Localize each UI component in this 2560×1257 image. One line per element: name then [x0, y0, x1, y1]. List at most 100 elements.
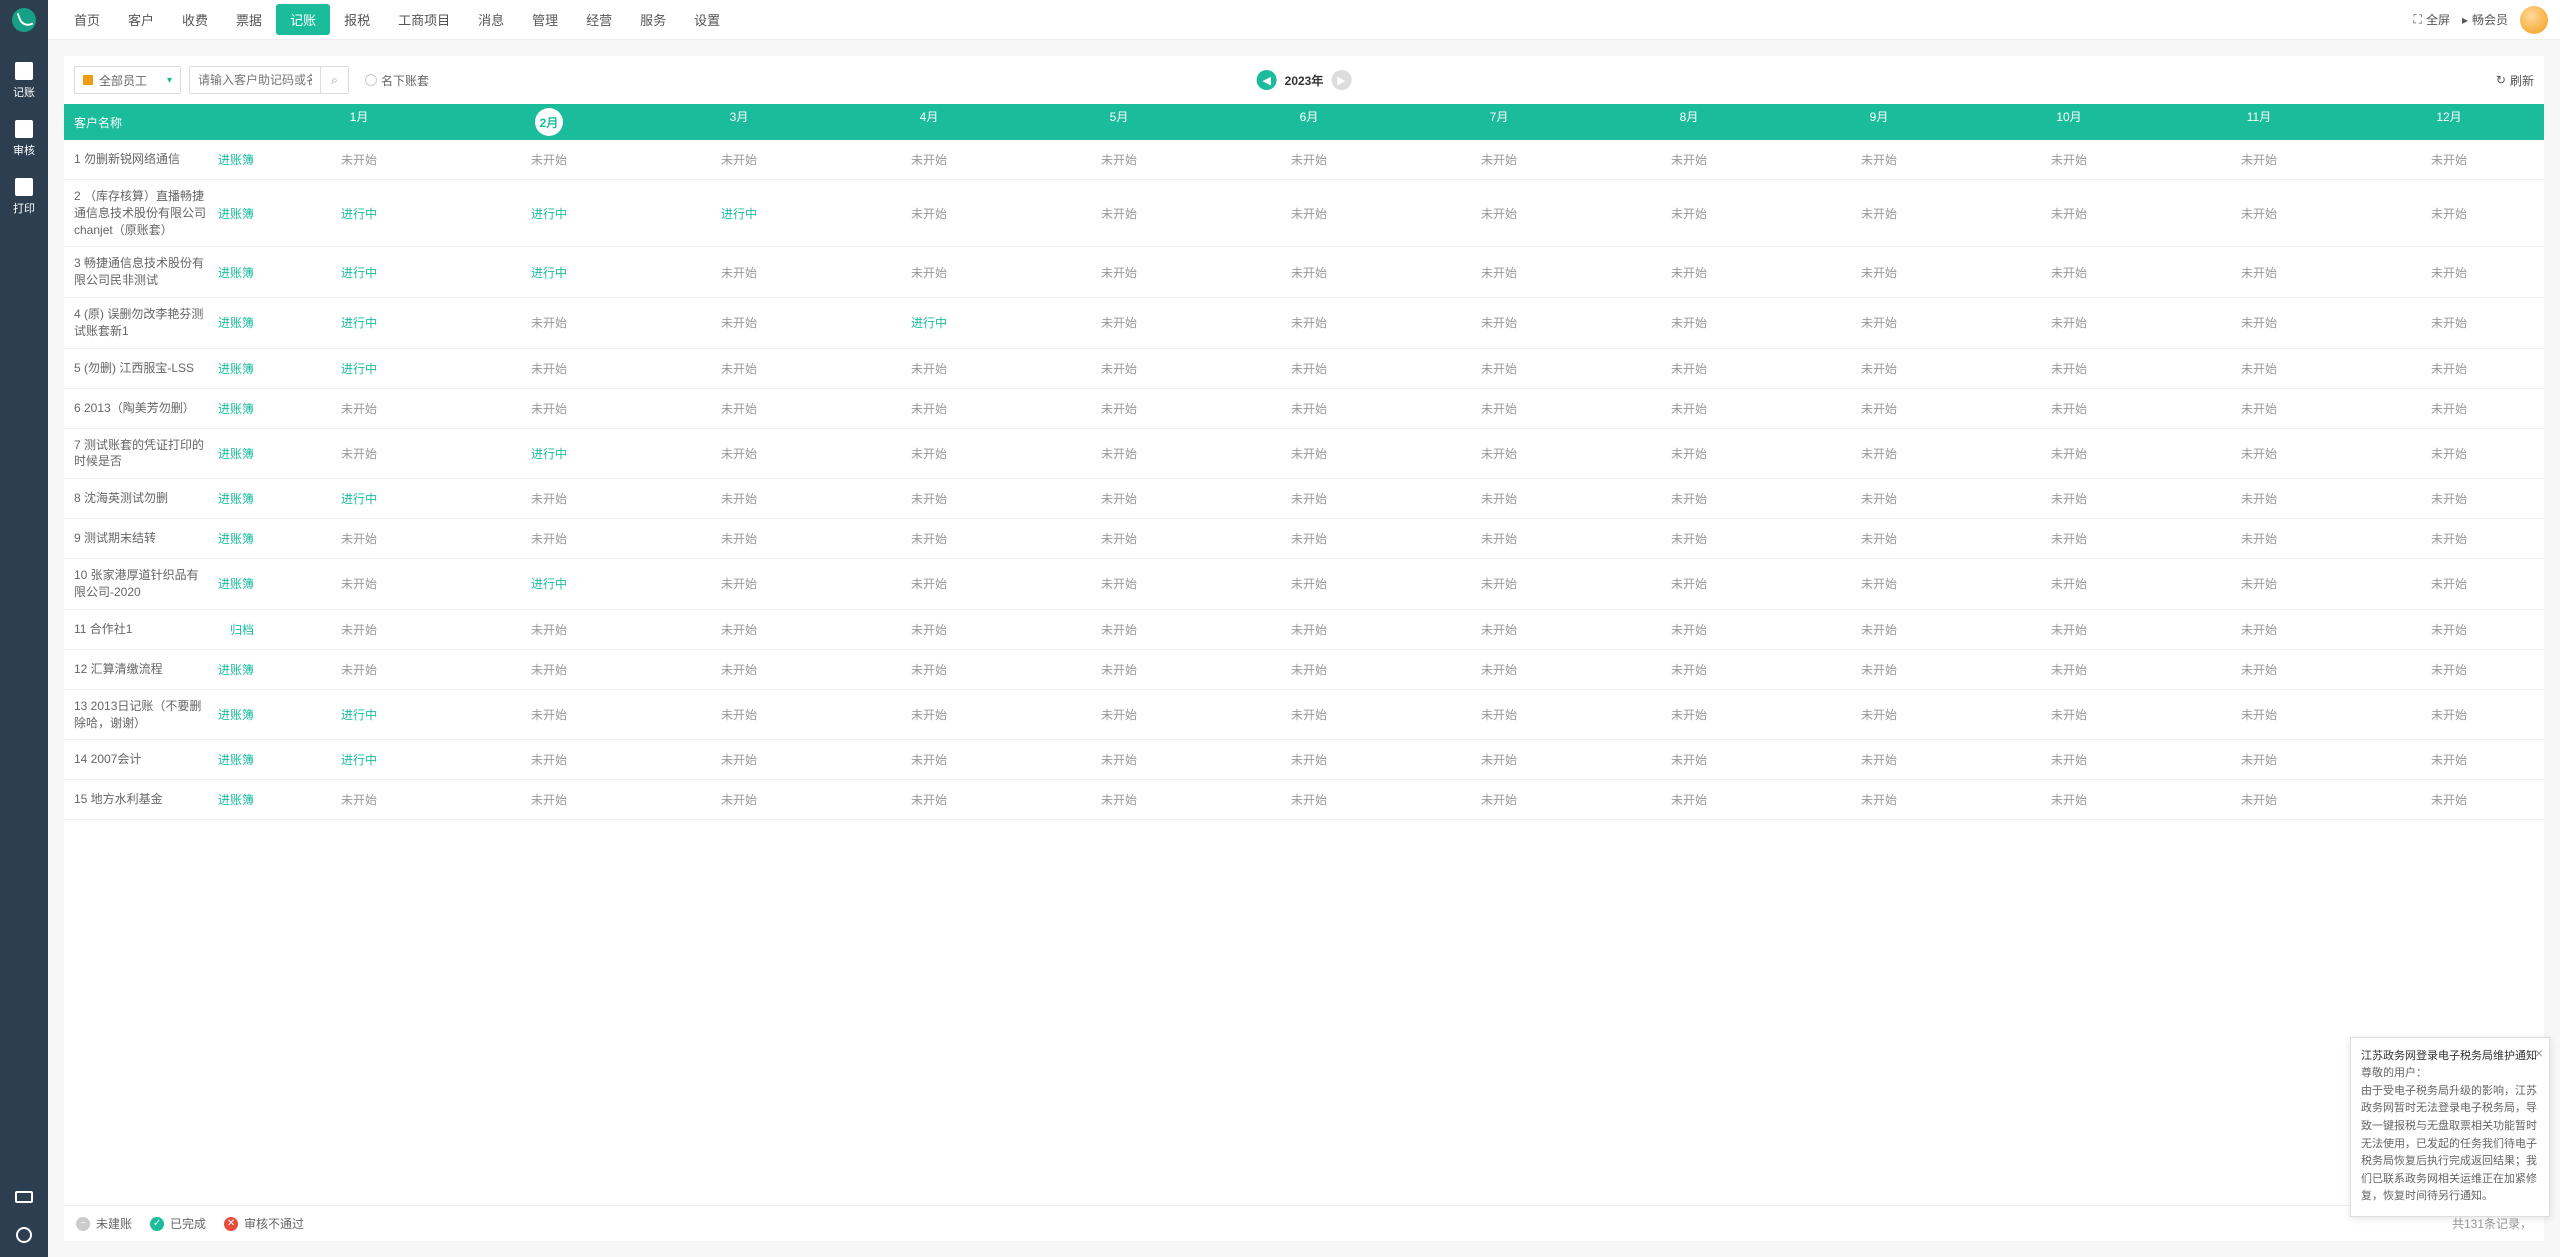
td-status[interactable]: 未开始 [644, 751, 834, 768]
td-status[interactable]: 未开始 [2164, 575, 2354, 592]
td-status[interactable]: 未开始 [1024, 490, 1214, 507]
th-month-5[interactable]: 5月 [1024, 108, 1214, 136]
td-status[interactable]: 未开始 [1594, 530, 1784, 547]
employee-select[interactable]: 全部员工 ▾ [74, 66, 181, 94]
td-status[interactable]: 未开始 [1974, 621, 2164, 638]
td-status[interactable]: 进行中 [264, 205, 454, 222]
td-status[interactable]: 未开始 [1974, 791, 2164, 808]
td-status[interactable]: 未开始 [834, 490, 1024, 507]
td-status[interactable]: 未开始 [2164, 264, 2354, 281]
td-status[interactable]: 未开始 [1784, 706, 1974, 723]
td-status[interactable]: 未开始 [1404, 151, 1594, 168]
td-status[interactable]: 未开始 [454, 151, 644, 168]
th-month-10[interactable]: 10月 [1974, 108, 2164, 136]
td-status[interactable]: 未开始 [1404, 445, 1594, 462]
td-status[interactable]: 未开始 [2164, 530, 2354, 547]
td-status[interactable]: 未开始 [1024, 151, 1214, 168]
td-status[interactable]: 进行中 [264, 360, 454, 377]
nav-tab-9[interactable]: 经营 [572, 4, 626, 35]
own-accounts-radio[interactable]: 名下账套 [365, 72, 429, 89]
td-status[interactable]: 未开始 [1784, 530, 1974, 547]
search-input[interactable] [190, 67, 320, 93]
td-status[interactable]: 未开始 [1594, 205, 1784, 222]
ledger-link[interactable]: 进账簿 [218, 151, 254, 168]
td-status[interactable]: 未开始 [1784, 751, 1974, 768]
td-status[interactable]: 未开始 [1974, 530, 2164, 547]
td-status[interactable]: 未开始 [644, 661, 834, 678]
td-status[interactable]: 未开始 [2354, 400, 2544, 417]
td-status[interactable]: 未开始 [2164, 400, 2354, 417]
td-status[interactable]: 未开始 [834, 621, 1024, 638]
notification-close-button[interactable]: × [2535, 1042, 2543, 1064]
td-status[interactable]: 未开始 [1024, 445, 1214, 462]
td-status[interactable]: 未开始 [264, 445, 454, 462]
td-status[interactable]: 未开始 [1594, 314, 1784, 331]
td-status[interactable]: 未开始 [2354, 445, 2544, 462]
ledger-link[interactable]: 进账簿 [218, 360, 254, 377]
td-status[interactable]: 未开始 [834, 151, 1024, 168]
member-button[interactable]: ▸畅会员 [2462, 11, 2508, 28]
td-status[interactable]: 未开始 [2164, 205, 2354, 222]
td-status[interactable]: 未开始 [1024, 530, 1214, 547]
td-status[interactable]: 未开始 [1784, 490, 1974, 507]
td-status[interactable]: 未开始 [834, 445, 1024, 462]
td-status[interactable]: 未开始 [1784, 314, 1974, 331]
td-status[interactable]: 未开始 [454, 314, 644, 331]
td-status[interactable]: 未开始 [1784, 400, 1974, 417]
td-status[interactable]: 未开始 [834, 751, 1024, 768]
td-status[interactable]: 未开始 [1214, 530, 1404, 547]
td-status[interactable]: 未开始 [1974, 490, 2164, 507]
td-status[interactable]: 未开始 [1594, 490, 1784, 507]
td-status[interactable]: 未开始 [1404, 621, 1594, 638]
ledger-link[interactable]: 进账簿 [218, 400, 254, 417]
ledger-link[interactable]: 进账簿 [218, 575, 254, 592]
td-status[interactable]: 未开始 [454, 751, 644, 768]
td-status[interactable]: 未开始 [2164, 791, 2354, 808]
td-status[interactable]: 未开始 [1214, 360, 1404, 377]
td-status[interactable]: 未开始 [264, 575, 454, 592]
td-status[interactable]: 未开始 [834, 400, 1024, 417]
td-status[interactable]: 未开始 [1214, 151, 1404, 168]
td-status[interactable]: 未开始 [1404, 575, 1594, 592]
td-status[interactable]: 未开始 [1404, 706, 1594, 723]
td-status[interactable]: 未开始 [1974, 751, 2164, 768]
td-status[interactable]: 未开始 [644, 530, 834, 547]
td-status[interactable]: 未开始 [1974, 575, 2164, 592]
td-status[interactable]: 未开始 [644, 314, 834, 331]
td-status[interactable]: 未开始 [1214, 621, 1404, 638]
td-status[interactable]: 未开始 [2354, 791, 2544, 808]
th-month-4[interactable]: 4月 [834, 108, 1024, 136]
td-status[interactable]: 未开始 [264, 530, 454, 547]
td-status[interactable]: 未开始 [454, 621, 644, 638]
sidebar-item-1[interactable]: 审核 [13, 110, 35, 168]
td-status[interactable]: 未开始 [2164, 445, 2354, 462]
ledger-link[interactable]: 进账簿 [218, 791, 254, 808]
td-status[interactable]: 未开始 [1214, 791, 1404, 808]
app-logo[interactable] [12, 8, 36, 32]
td-status[interactable]: 未开始 [644, 445, 834, 462]
td-status[interactable]: 未开始 [2164, 360, 2354, 377]
nav-tab-11[interactable]: 设置 [680, 4, 734, 35]
td-status[interactable]: 进行中 [454, 205, 644, 222]
td-status[interactable]: 未开始 [1214, 706, 1404, 723]
td-status[interactable]: 未开始 [1974, 661, 2164, 678]
td-status[interactable]: 进行中 [264, 751, 454, 768]
td-status[interactable]: 未开始 [644, 360, 834, 377]
th-month-11[interactable]: 11月 [2164, 108, 2354, 136]
td-status[interactable]: 未开始 [1974, 264, 2164, 281]
year-prev-button[interactable]: ◀ [1257, 70, 1277, 90]
td-status[interactable]: 未开始 [1784, 205, 1974, 222]
td-status[interactable]: 未开始 [1214, 661, 1404, 678]
td-status[interactable]: 未开始 [1974, 400, 2164, 417]
td-status[interactable]: 未开始 [1594, 575, 1784, 592]
td-status[interactable]: 未开始 [1404, 530, 1594, 547]
td-status[interactable]: 进行中 [454, 264, 644, 281]
nav-tab-6[interactable]: 工商项目 [384, 4, 464, 35]
td-status[interactable]: 未开始 [1214, 264, 1404, 281]
td-status[interactable]: 未开始 [1974, 314, 2164, 331]
sidebar-item-0[interactable]: 记账 [13, 52, 35, 110]
nav-tab-10[interactable]: 服务 [626, 4, 680, 35]
td-status[interactable]: 未开始 [834, 205, 1024, 222]
nav-tab-2[interactable]: 收费 [168, 4, 222, 35]
nav-tab-4[interactable]: 记账 [276, 4, 330, 35]
